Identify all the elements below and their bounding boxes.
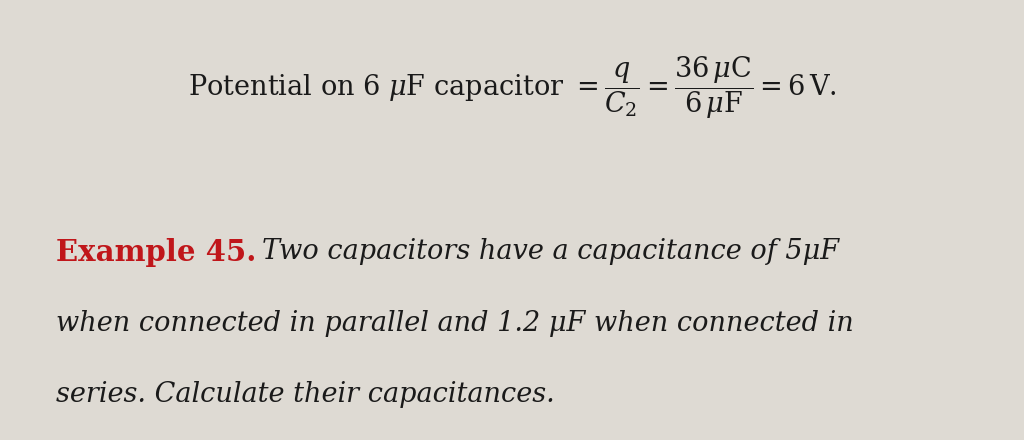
Text: Potential on 6 $\mu$F capacitor $= \dfrac{q}{C_2} = \dfrac{36\,\mu\mathrm{C}}{6\: Potential on 6 $\mu$F capacitor $= \dfra… [187,55,837,121]
Text: Example 45.: Example 45. [56,238,257,267]
Text: Two capacitors have a capacitance of 5μF: Two capacitors have a capacitance of 5μF [262,238,839,264]
Text: series. Calculate their capacitances.: series. Calculate their capacitances. [56,381,555,407]
Text: when connected in parallel and 1.2 μF when connected in: when connected in parallel and 1.2 μF wh… [56,310,854,337]
